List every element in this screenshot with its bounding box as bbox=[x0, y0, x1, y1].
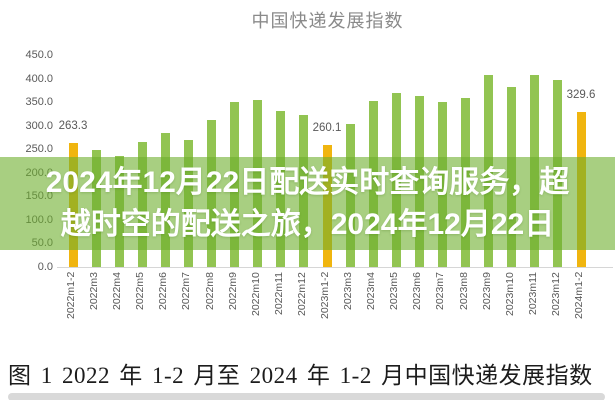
x-axis-tick-label: 2022m11 bbox=[272, 272, 285, 316]
bar-value-label: 329.6 bbox=[566, 89, 596, 102]
banner-text-line-2: 越时空的配送之旅，2024年12月22日 bbox=[60, 207, 555, 241]
chart-title: 中国快递发展指数 bbox=[251, 11, 404, 31]
x-axis-tick-label: 2022m9 bbox=[226, 272, 239, 310]
y-axis-tick-label: 300.0 bbox=[25, 119, 53, 132]
y-axis-tick-label: 450.0 bbox=[25, 49, 53, 61]
x-axis-tick-label: 2022m10 bbox=[249, 272, 262, 316]
banner-text-line-1: 2024年12月22日配送实时查询服务，超 bbox=[45, 165, 570, 199]
overlay-banner: 2024年12月22日配送实时查询服务，超 越时空的配送之旅，2024年12月2… bbox=[0, 157, 615, 250]
x-axis-tick-label: 2022m1-2 bbox=[65, 272, 77, 320]
x-axis-tick-label: 2024m1-2 bbox=[573, 272, 585, 320]
bar-value-label: 260.1 bbox=[312, 121, 342, 134]
x-axis-tick-label: 2023m6 bbox=[411, 272, 424, 310]
x-axis-tick-label: 2022m3 bbox=[88, 272, 101, 310]
x-axis-tick-label: 2023m3 bbox=[342, 272, 355, 310]
x-axis-tick-label: 2022m5 bbox=[134, 272, 147, 310]
y-axis-tick-label: 250.0 bbox=[25, 143, 53, 155]
x-axis-tick-label: 2023m9 bbox=[480, 272, 493, 310]
x-axis-line bbox=[57, 267, 613, 268]
y-axis-tick-label: 400.0 bbox=[25, 72, 53, 85]
x-axis-tick-label: 2022m4 bbox=[111, 272, 124, 310]
x-axis-tick-label: 2023m1-2 bbox=[319, 272, 331, 320]
x-axis-tick-label: 2023m5 bbox=[388, 272, 401, 310]
x-axis-tick-label: 2023m4 bbox=[365, 272, 378, 310]
x-axis-tick-label: 2022m7 bbox=[180, 272, 193, 310]
x-axis-tick-label: 2023m11 bbox=[526, 272, 539, 316]
bottom-divider bbox=[8, 393, 605, 400]
y-axis-tick-label: 350.0 bbox=[25, 96, 53, 108]
x-axis-tick-label: 2022m6 bbox=[157, 272, 170, 310]
figure-caption: 图 1 2022 年 1-2 月至 2024 年 1-2 月中国快递发展指数 bbox=[8, 363, 593, 388]
x-axis-tick-label: 2022m8 bbox=[203, 272, 216, 310]
x-axis-tick-label: 2023m12 bbox=[549, 272, 562, 316]
x-axis-tick-label: 2023m10 bbox=[503, 272, 516, 316]
bar-value-label: 263.3 bbox=[58, 120, 88, 133]
y-axis-tick-label: 0.0 bbox=[37, 260, 53, 273]
x-axis-tick-label: 2023m7 bbox=[434, 272, 447, 310]
x-axis-tick-label: 2022m12 bbox=[295, 272, 308, 316]
x-axis-tick-label: 2023m8 bbox=[457, 272, 470, 310]
